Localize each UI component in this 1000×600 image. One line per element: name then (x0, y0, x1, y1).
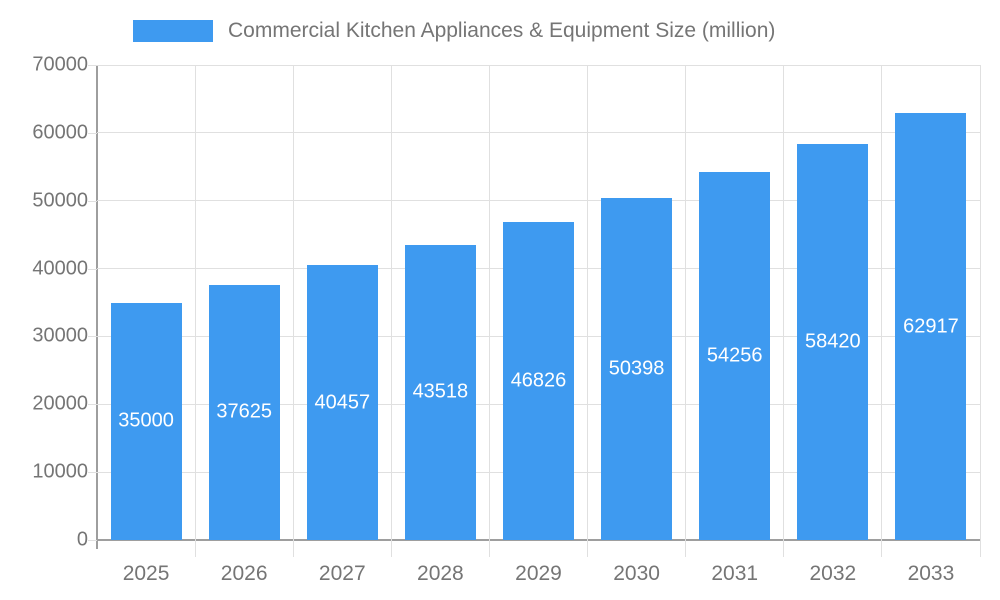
bar-value-label-2031: 54256 (706, 344, 763, 367)
bar-2030[interactable] (601, 198, 673, 540)
bar-2026[interactable] (208, 284, 280, 540)
bar-2033[interactable] (895, 113, 967, 540)
bar-value-label-2033: 62917 (903, 315, 959, 338)
v-gridline-3 (390, 65, 392, 557)
y-tick-mark-40000 (88, 268, 97, 270)
y-tick-mark-0 (88, 540, 97, 541)
x-tick-label-2028: 2028 (417, 562, 464, 585)
y-tick-mark-20000 (88, 404, 97, 406)
bar-value-label-2027: 40457 (314, 391, 371, 414)
y-tick-mark-60000 (88, 132, 97, 134)
legend-label: Commercial Kitchen Appliances & Equipmen… (228, 19, 776, 42)
bar-2032[interactable] (797, 143, 869, 540)
bar-value-label-2026: 37625 (216, 400, 272, 423)
x-axis-line (97, 539, 980, 541)
v-gridline-4 (488, 65, 490, 557)
bar-2028[interactable] (404, 244, 476, 540)
h-gridline-60000 (97, 132, 980, 134)
x-tick-label-2033: 2033 (907, 562, 955, 585)
v-gridline-1 (194, 65, 196, 557)
h-gridline-50000 (97, 200, 980, 202)
v-gridline-9 (979, 65, 981, 557)
x-tick-label-2025: 2025 (122, 562, 170, 585)
y-tick-label-70000: 70000 (32, 53, 88, 76)
bar-2027[interactable] (306, 265, 378, 540)
y-tick-label-20000: 20000 (32, 392, 88, 415)
v-gridline-2 (292, 65, 294, 557)
bar-value-label-2025: 35000 (118, 409, 174, 432)
bar-2025[interactable] (110, 302, 182, 540)
bar-2029[interactable] (503, 222, 574, 540)
x-tick-label-2029: 2029 (515, 562, 562, 585)
v-gridline-5 (587, 65, 589, 557)
chart-legend: Commercial Kitchen Appliances & Equipmen… (133, 19, 776, 42)
x-tick-label-2031: 2031 (711, 562, 759, 585)
x-tick-label-2026: 2026 (220, 562, 268, 585)
y-tick-label-10000: 10000 (32, 460, 88, 483)
y-axis-line (96, 65, 98, 549)
y-tick-label-50000: 50000 (32, 189, 88, 212)
y-tick-label-60000: 60000 (32, 121, 88, 144)
y-tick-label-30000: 30000 (32, 324, 88, 347)
x-tick-label-2030: 2030 (613, 562, 660, 585)
bar-value-label-2028: 43518 (412, 380, 469, 403)
y-tick-label-40000: 40000 (32, 257, 88, 280)
bar-value-label-2032: 58420 (805, 330, 861, 353)
y-tick-mark-10000 (88, 472, 97, 474)
x-tick-label-2032: 2032 (809, 562, 857, 585)
y-tick-mark-70000 (88, 65, 97, 66)
x-tick-label-2027: 2027 (318, 562, 366, 585)
legend-swatch (133, 20, 213, 42)
v-gridline-7 (783, 65, 785, 557)
v-gridline-6 (685, 65, 687, 557)
h-gridline-70000 (97, 64, 980, 66)
y-tick-label-0: 0 (76, 528, 88, 551)
v-gridline-8 (881, 65, 883, 557)
bar-2031[interactable] (699, 171, 771, 540)
bar-value-label-2029: 46826 (510, 369, 567, 392)
y-tick-mark-30000 (88, 336, 97, 338)
y-tick-mark-50000 (88, 200, 97, 202)
bar-value-label-2030: 50398 (608, 357, 665, 380)
plot-area: 35000 37625 40457 43518 46826 50398 54256 58420… (97, 64, 981, 557)
